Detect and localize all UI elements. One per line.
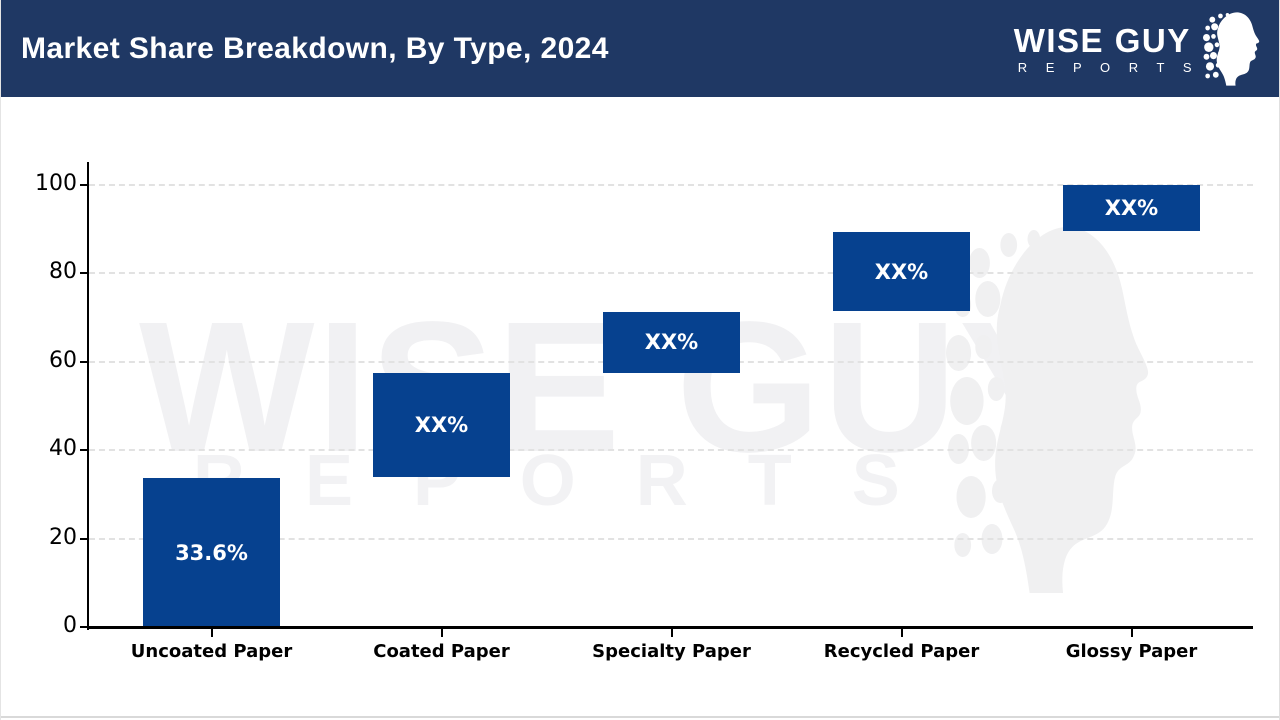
category-label-1: Coated Paper: [373, 641, 510, 662]
bar-label-3: XX%: [874, 259, 929, 284]
y-tick-label-80: 80: [49, 259, 77, 284]
bar-label-2: XX%: [644, 330, 699, 355]
y-tick-80: [80, 272, 89, 274]
wiseguy-logo: WISE GUY R E P O R T S: [1014, 10, 1267, 88]
y-tick-label-100: 100: [35, 170, 77, 196]
chart-area: WISE GUY R E P O R T S 0 20 40 60 80 100 33.6%…: [1, 97, 1279, 717]
category-label-2: Specialty Paper: [592, 641, 751, 662]
bar-0: 33.6%: [143, 478, 280, 627]
category-label-0: Uncoated Paper: [130, 641, 293, 662]
watermark-subtitle: R E P O R T S: [193, 441, 920, 521]
y-tick-label-0: 0: [63, 613, 77, 638]
y-tick-100: [80, 183, 89, 186]
bar-1: XX%: [373, 373, 510, 477]
chart-title: Market Share Breakdown, By Type, 2024: [21, 31, 609, 65]
logo-wordmark: WISE GUY: [1013, 21, 1191, 59]
y-tick-60: [80, 360, 89, 363]
bar-label-4: XX%: [1104, 196, 1159, 221]
logo-subtitle: R E P O R T S: [1017, 59, 1199, 75]
x-tick-1: [440, 629, 443, 637]
header: Market Share Breakdown, By Type, 2024 WI…: [1, 0, 1279, 97]
wiseguy-head-icon: [1203, 11, 1260, 86]
bottom-divider: [1, 716, 1279, 718]
logo-text: WISE GUY R E P O R T S: [1014, 24, 1199, 74]
x-tick-4: [1130, 629, 1133, 637]
y-tick-label-40: 40: [49, 436, 77, 461]
gridline-20: [89, 537, 1253, 540]
x-axis: [87, 626, 1253, 629]
y-tick-label-20: 20: [49, 524, 77, 550]
gridline-100: [89, 183, 1253, 186]
bar-4: XX%: [1063, 185, 1200, 232]
x-tick-0: [210, 629, 213, 637]
gridline-80: [89, 272, 1253, 274]
y-tick-20: [80, 537, 89, 540]
y-axis: [87, 162, 89, 630]
bar-3: XX%: [833, 231, 970, 312]
y-tick-40: [80, 449, 89, 451]
gridline-40: [89, 449, 1253, 451]
y-tick-0: [80, 626, 89, 628]
category-label-4: Glossy Paper: [1065, 641, 1198, 662]
category-label-3: Recycled Paper: [823, 641, 980, 662]
x-tick-3: [900, 629, 903, 637]
bar-label-1: XX%: [414, 412, 469, 437]
bar-2: XX%: [603, 311, 740, 373]
x-tick-2: [670, 629, 673, 637]
bar-label-0: 33.6%: [175, 540, 248, 565]
y-tick-label-60: 60: [49, 347, 77, 373]
